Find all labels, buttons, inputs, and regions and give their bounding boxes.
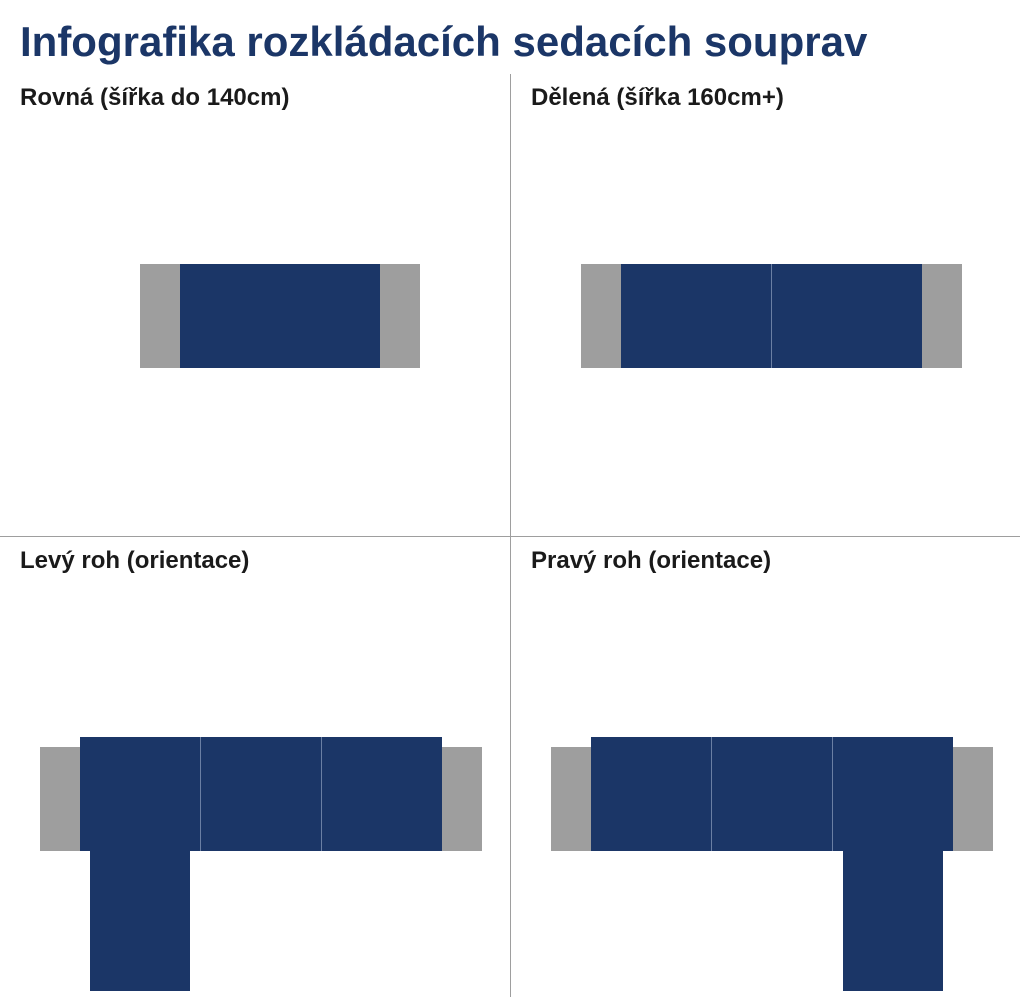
sofa-arm-right xyxy=(922,264,962,368)
infographic-page: Infografika rozkládacích sedacích soupra… xyxy=(0,0,1020,997)
sofa-seat xyxy=(621,264,771,368)
panel-straight: Rovná (šířka do 140cm) xyxy=(0,74,510,536)
sofa-seat xyxy=(591,737,711,851)
panel-label-split: Dělená (šířka 160cm+) xyxy=(531,84,784,112)
panel-label-straight: Rovná (šířka do 140cm) xyxy=(20,84,289,112)
sofa-arm-right xyxy=(953,747,993,851)
sofa-arm-left xyxy=(581,264,621,368)
page-title: Infografika rozkládacích sedacích soupra… xyxy=(20,18,867,66)
panel-split: Dělená (šířka 160cm+) xyxy=(511,74,1020,536)
sofa-seat xyxy=(180,264,380,368)
panel-grid: Rovná (šířka do 140cm) Dělená (šířka 160… xyxy=(0,74,1020,997)
sofa-seat xyxy=(80,737,200,851)
sofa-arm-right xyxy=(442,747,482,851)
sofa-arm-left xyxy=(40,747,80,851)
sofa-arm-right xyxy=(380,264,420,368)
sofa-arm-left xyxy=(140,264,180,368)
sofa-seat xyxy=(833,737,953,851)
panel-right-corner: Pravý roh (orientace) xyxy=(511,537,1020,997)
panel-left-corner: Levý roh (orientace) xyxy=(0,537,510,997)
sofa-chaise xyxy=(90,851,190,991)
sofa-seat xyxy=(712,737,832,851)
panel-label-left-corner: Levý roh (orientace) xyxy=(20,547,249,575)
panel-label-right-corner: Pravý roh (orientace) xyxy=(531,547,771,575)
sofa-chaise xyxy=(843,851,943,991)
sofa-seat xyxy=(772,264,922,368)
sofa-arm-left xyxy=(551,747,591,851)
sofa-seat xyxy=(201,737,321,851)
sofa-seat xyxy=(322,737,442,851)
